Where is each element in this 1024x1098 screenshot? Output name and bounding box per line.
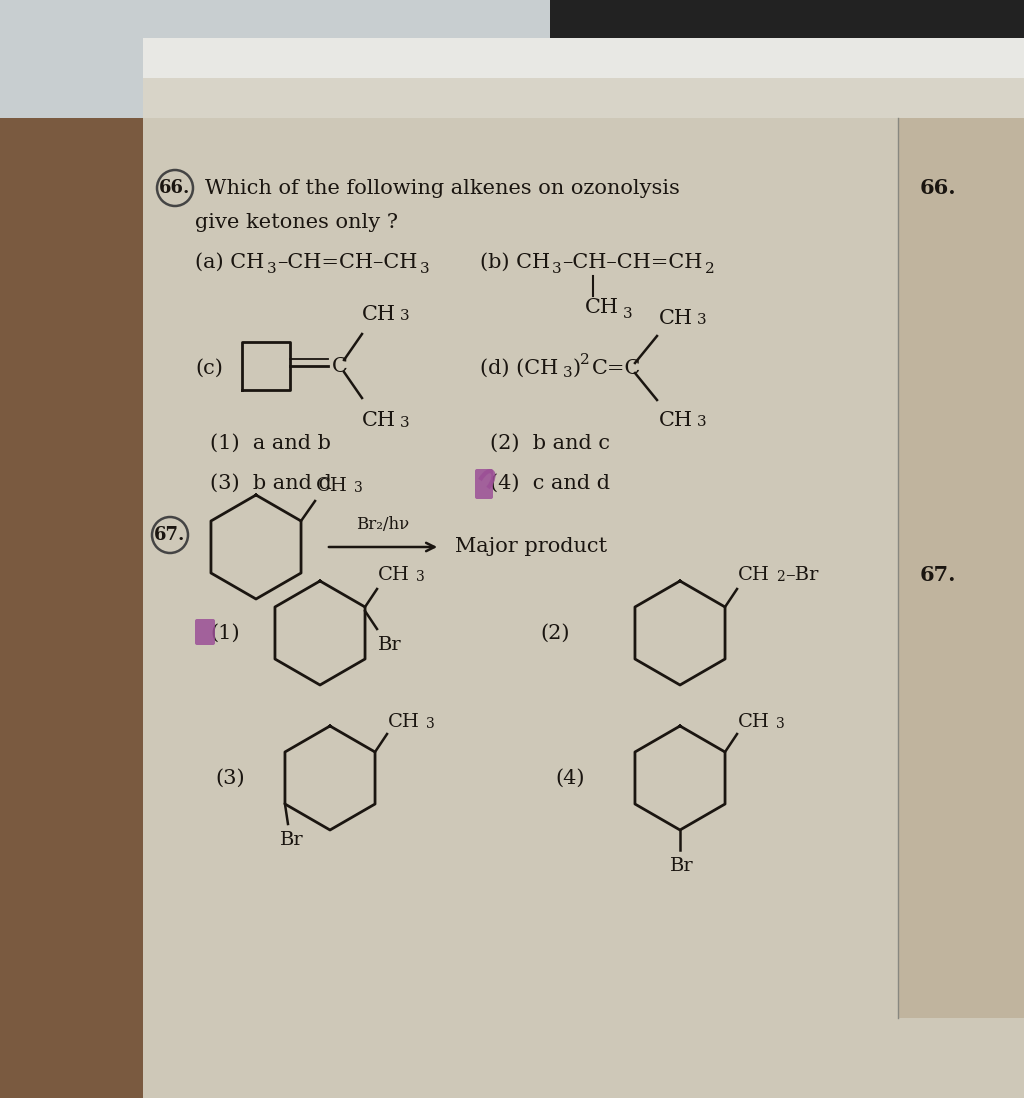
- Text: 3: 3: [776, 717, 784, 731]
- Text: 3: 3: [400, 309, 410, 323]
- Text: 3: 3: [354, 481, 362, 495]
- Text: 66.: 66.: [920, 178, 956, 198]
- Text: Br: Br: [670, 858, 693, 875]
- Text: Br: Br: [378, 636, 401, 654]
- Text: 3: 3: [426, 717, 435, 731]
- Text: CH: CH: [585, 298, 618, 317]
- Bar: [0, 117, 143, 1098]
- Text: –Br: –Br: [785, 565, 818, 584]
- Text: 2: 2: [776, 570, 784, 584]
- Text: CH: CH: [388, 713, 420, 731]
- Text: C: C: [332, 357, 348, 376]
- Text: give ketones only ?: give ketones only ?: [195, 213, 398, 233]
- Text: 2: 2: [705, 262, 715, 276]
- Text: 66.: 66.: [160, 179, 190, 197]
- Text: Which of the following alkenes on ozonolysis: Which of the following alkenes on ozonol…: [205, 179, 680, 198]
- Text: (1)  a and b: (1) a and b: [210, 434, 331, 452]
- Text: CH: CH: [362, 304, 396, 324]
- Text: 3: 3: [400, 416, 410, 430]
- Text: Br₂/hν: Br₂/hν: [356, 516, 410, 533]
- Text: CH: CH: [378, 565, 410, 584]
- Text: CH: CH: [659, 411, 693, 429]
- Bar: [898, 117, 1024, 1018]
- Text: (2)  b and c: (2) b and c: [490, 434, 610, 452]
- Text: (4): (4): [555, 769, 585, 787]
- Text: Major product: Major product: [455, 538, 607, 557]
- Text: (1): (1): [210, 624, 240, 642]
- Text: –CH–CH=CH: –CH–CH=CH: [562, 253, 702, 272]
- Text: CH: CH: [362, 412, 396, 430]
- Bar: [143, 117, 898, 1018]
- Text: Br: Br: [280, 831, 303, 849]
- Text: 3: 3: [420, 262, 430, 276]
- Bar: [143, 58, 1024, 117]
- Text: 3: 3: [697, 415, 707, 429]
- Text: 3: 3: [697, 313, 707, 327]
- Text: (3): (3): [215, 769, 245, 787]
- Bar: [550, 0, 1024, 88]
- Text: 3: 3: [552, 262, 561, 276]
- Bar: [143, 1018, 1024, 1098]
- Text: (c): (c): [195, 359, 223, 378]
- Text: 3: 3: [563, 366, 572, 380]
- Bar: [143, 38, 1024, 78]
- Text: 3: 3: [416, 570, 425, 584]
- Text: 67.: 67.: [155, 526, 185, 544]
- Text: 2: 2: [580, 352, 590, 367]
- Text: ): ): [573, 359, 582, 378]
- Text: (a) CH: (a) CH: [195, 253, 264, 272]
- Bar: [0, 0, 1024, 117]
- Text: C=C: C=C: [592, 359, 641, 378]
- Text: CH: CH: [316, 477, 348, 495]
- Text: CH: CH: [738, 565, 770, 584]
- FancyBboxPatch shape: [475, 469, 493, 498]
- Text: 3: 3: [267, 262, 276, 276]
- Text: CH: CH: [659, 309, 693, 327]
- Text: 67.: 67.: [920, 565, 956, 585]
- Text: –CH=CH–CH: –CH=CH–CH: [278, 253, 418, 272]
- Text: 3: 3: [623, 307, 633, 321]
- Text: (b) CH: (b) CH: [480, 253, 550, 272]
- Text: (d) (CH: (d) (CH: [480, 359, 558, 378]
- FancyBboxPatch shape: [195, 619, 215, 645]
- Text: CH: CH: [738, 713, 770, 731]
- Text: (3)  b and d: (3) b and d: [210, 473, 332, 493]
- Text: (4)  c and d: (4) c and d: [490, 473, 610, 493]
- Text: (2): (2): [540, 624, 569, 642]
